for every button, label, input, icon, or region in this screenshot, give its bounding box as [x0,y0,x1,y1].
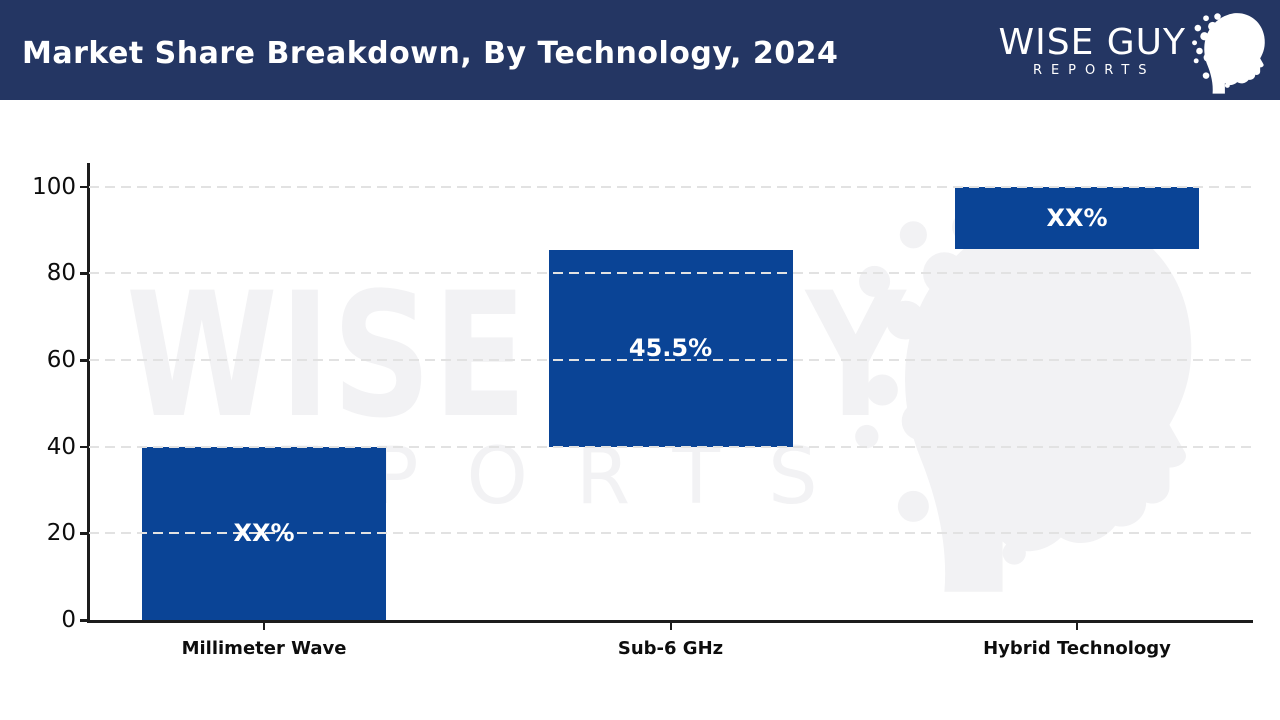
gridline-100 [89,185,1252,188]
bar-value-label-3: XX% [1046,204,1108,233]
brand-subtitle: REPORTS [1032,62,1156,78]
bar-value-label-1: XX% [233,519,295,548]
brand-logo: WISE GUY REPORTS [999,8,1271,94]
y-tick-label-100: 100 [32,173,76,200]
gridline-40 [89,445,1252,448]
bar-2 [548,249,793,447]
y-axis [87,163,90,623]
header-bar: Market Share Breakdown, By Technology, 2… [0,0,1280,100]
y-tick-label-80: 80 [46,260,76,287]
y-tick-mark-40 [80,445,88,449]
chart-canvas: WISE GUY REPORTS XX% 45.5% XX% 0 20 40 60 80 100… [0,100,1280,720]
y-tick-mark-20 [80,532,88,535]
gridline-20 [89,532,1252,535]
x-tick-label-3: Hybrid Technology [983,638,1171,659]
gridline-80 [89,272,1252,275]
plot-area: XX% 45.5% XX% 0 20 40 60 80 100 Millimeter Wave Su… [0,100,1280,720]
x-tick-label-2: Sub-6 GHz [617,638,724,659]
y-tick-label-40: 40 [46,433,76,460]
gridline-60 [89,359,1252,361]
x-tick-mark-2 [669,622,672,630]
y-tick-label-0: 0 [61,607,76,633]
y-tick-label-20: 20 [46,520,76,547]
y-tick-mark-80 [80,272,88,275]
brand-logo-text: WISE GUY REPORTS [999,24,1187,78]
x-tick-label-1: Millimeter Wave [181,638,347,659]
bar-3 [955,186,1199,250]
brand-face-icon [1188,8,1270,94]
x-tick-mark-1 [263,622,265,630]
bar-value-label-2: 45.5% [628,334,713,363]
y-tick-mark-0 [80,619,88,622]
x-axis [87,620,1253,623]
y-tick-mark-100 [80,185,88,189]
x-tick-mark-3 [1076,622,1078,630]
y-tick-mark-60 [80,359,88,362]
page-title: Market Share Breakdown, By Technology, 2… [22,36,839,71]
y-tick-label-60: 60 [46,347,76,373]
brand-name: WISE GUY [998,22,1186,64]
